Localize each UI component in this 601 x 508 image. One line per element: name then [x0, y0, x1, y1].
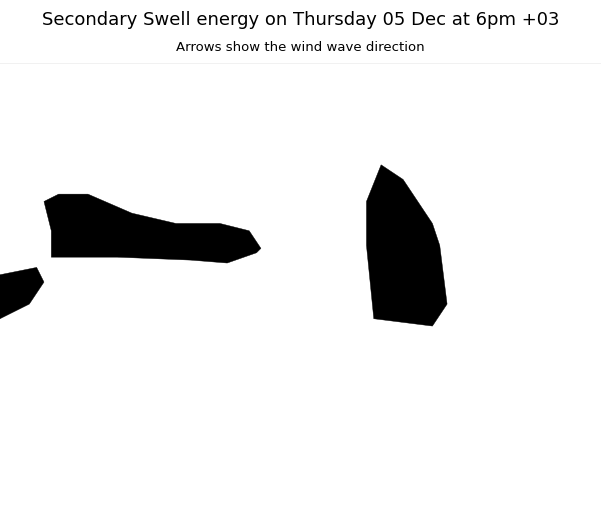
Polygon shape — [367, 165, 447, 326]
Text: Secondary Swell energy on Thursday 05 Dec at 6pm +03: Secondary Swell energy on Thursday 05 De… — [41, 11, 560, 29]
Text: Arrows show the wind wave direction: Arrows show the wind wave direction — [176, 41, 425, 54]
Polygon shape — [44, 194, 261, 263]
Polygon shape — [0, 267, 44, 319]
